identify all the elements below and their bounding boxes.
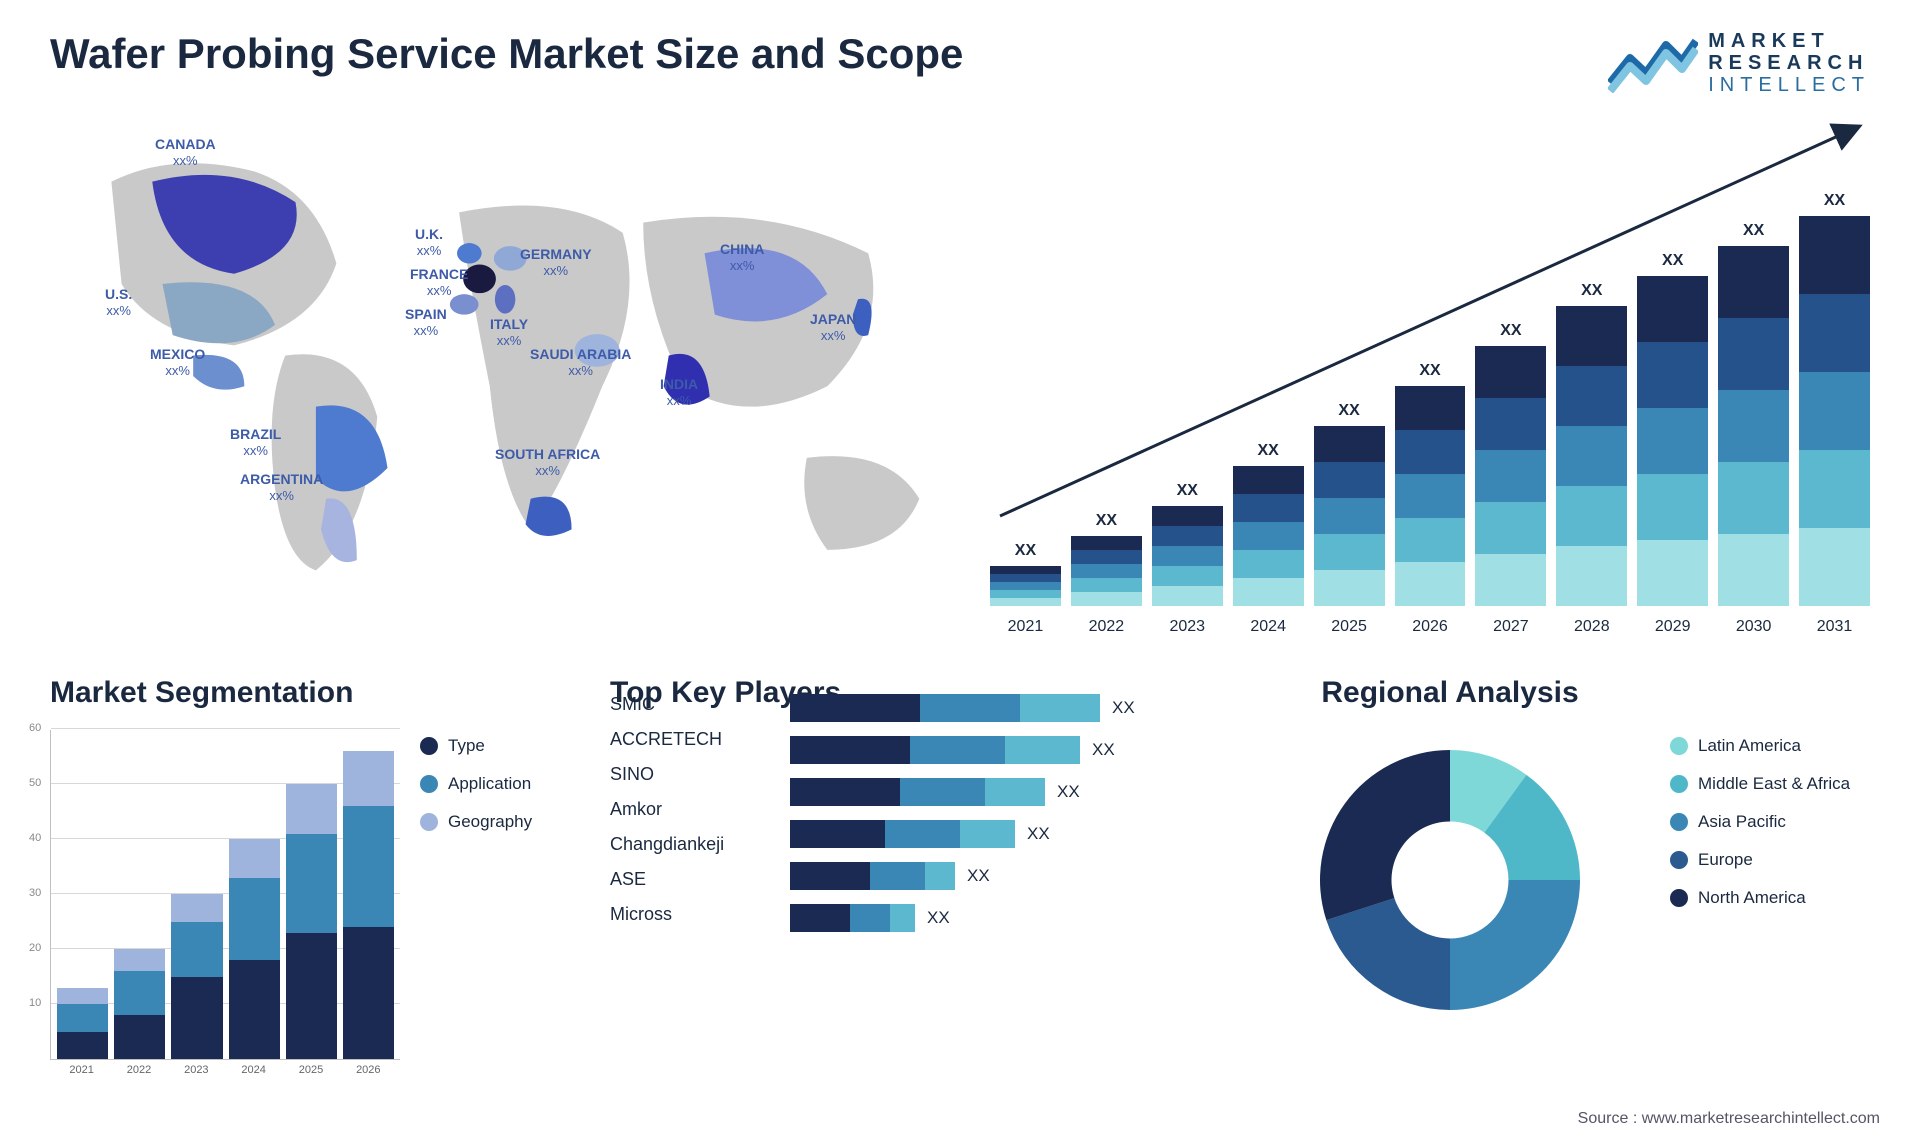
growth-chart-panel: XXXXXXXXXXXXXXXXXXXXXX 20212022202320242… (990, 116, 1870, 636)
map-label: BRAZILxx% (230, 426, 281, 458)
map-label: U.S.xx% (105, 286, 132, 318)
growth-bar: XX (1233, 442, 1304, 606)
player-bar-row: XX (790, 862, 1230, 890)
growth-bar: XX (990, 542, 1061, 606)
player-name: SINO (610, 764, 770, 785)
growth-bar: XX (1152, 482, 1223, 606)
segmentation-bar (114, 949, 165, 1059)
seg-year-label: 2021 (56, 1064, 107, 1076)
map-label: CHINAxx% (720, 241, 764, 273)
player-name: Micross (610, 904, 770, 925)
growth-bar: XX (1475, 322, 1546, 606)
growth-year-label: 2030 (1718, 618, 1789, 636)
growth-bar: XX (1314, 402, 1385, 606)
growth-bar: XX (1718, 222, 1789, 606)
legend-item: North America (1670, 888, 1870, 908)
legend-item: Type (420, 736, 580, 756)
growth-bar: XX (1395, 362, 1466, 606)
growth-year-label: 2024 (1233, 618, 1304, 636)
seg-year-label: 2024 (228, 1064, 279, 1076)
donut-slice (1320, 750, 1450, 920)
segmentation-bar (57, 988, 108, 1060)
segmentation-title: Market Segmentation (50, 676, 400, 710)
map-label: ARGENTINAxx% (240, 471, 323, 503)
segmentation-bar (343, 751, 394, 1059)
growth-year-label: 2027 (1475, 618, 1546, 636)
segmentation-bar (229, 839, 280, 1059)
legend-item: Geography (420, 812, 580, 832)
player-name: ACCRETECH (610, 729, 770, 750)
legend-item: Latin America (1670, 736, 1870, 756)
segmentation-bar (171, 894, 222, 1059)
player-name: SMIC (610, 694, 770, 715)
seg-year-label: 2025 (285, 1064, 336, 1076)
map-label: SOUTH AFRICAxx% (495, 446, 600, 478)
regional-title: Regional Analysis (1260, 676, 1640, 710)
world-map-panel: CANADAxx% U.S.xx% MEXICOxx% BRAZILxx% ARGENT… (50, 116, 950, 636)
map-label: MEXICOxx% (150, 346, 205, 378)
seg-year-label: 2023 (171, 1064, 222, 1076)
map-label: FRANCExx% (410, 266, 468, 298)
map-label: SPAINxx% (405, 306, 447, 338)
player-name: Amkor (610, 799, 770, 820)
map-label: JAPANxx% (810, 311, 856, 343)
map-label: U.K.xx% (415, 226, 443, 258)
player-bar-row: XX (790, 904, 1230, 932)
growth-year-label: 2025 (1314, 618, 1385, 636)
donut-chart (1300, 730, 1600, 1030)
growth-bar: XX (1637, 252, 1708, 606)
player-name: Changdiankeji (610, 834, 770, 855)
regional-panel: Regional Analysis Latin America Middle Ea… (1260, 676, 1870, 1096)
players-panel: Top Key Players SMICACCRETECHSINOAmkorCh… (610, 676, 1230, 1096)
logo-text-2: RESEARCH (1708, 52, 1870, 74)
player-bar-row: XX (790, 736, 1230, 764)
donut-slice (1326, 898, 1450, 1010)
growth-year-label: 2022 (1071, 618, 1142, 636)
growth-year-label: 2031 (1799, 618, 1870, 636)
player-bar-row: XX (790, 778, 1230, 806)
growth-bar: XX (1556, 282, 1627, 606)
map-label: SAUDI ARABIAxx% (530, 346, 631, 378)
brand-logo: MARKET RESEARCH INTELLECT (1608, 30, 1870, 96)
growth-year-label: 2026 (1395, 618, 1466, 636)
page-title: Wafer Probing Service Market Size and Sc… (50, 30, 963, 78)
map-label: ITALYxx% (490, 316, 528, 348)
segmentation-bar (286, 784, 337, 1059)
logo-text-3: INTELLECT (1708, 74, 1870, 96)
growth-year-label: 2021 (990, 618, 1061, 636)
map-label: CANADAxx% (155, 136, 216, 168)
logo-mark-icon (1608, 33, 1698, 93)
growth-year-label: 2023 (1152, 618, 1223, 636)
map-label: GERMANYxx% (520, 246, 592, 278)
growth-bar: XX (1799, 192, 1870, 606)
segmentation-panel: Market Segmentation 102030405060 2021202… (50, 676, 580, 1096)
map-label: INDIAxx% (660, 376, 698, 408)
legend-item: Middle East & Africa (1670, 774, 1870, 794)
player-name: ASE (610, 869, 770, 890)
logo-text-1: MARKET (1708, 30, 1870, 52)
legend-item: Asia Pacific (1670, 812, 1870, 832)
player-bar-row: XX (790, 820, 1230, 848)
legend-item: Application (420, 774, 580, 794)
legend-item: Europe (1670, 850, 1870, 870)
growth-bar: XX (1071, 512, 1142, 606)
donut-slice (1450, 880, 1580, 1010)
seg-year-label: 2022 (113, 1064, 164, 1076)
source-attribution: Source : www.marketresearchintellect.com (1578, 1110, 1880, 1128)
growth-year-label: 2028 (1556, 618, 1627, 636)
growth-year-label: 2029 (1637, 618, 1708, 636)
seg-year-label: 2026 (343, 1064, 394, 1076)
player-bar-row: XX (790, 694, 1230, 722)
